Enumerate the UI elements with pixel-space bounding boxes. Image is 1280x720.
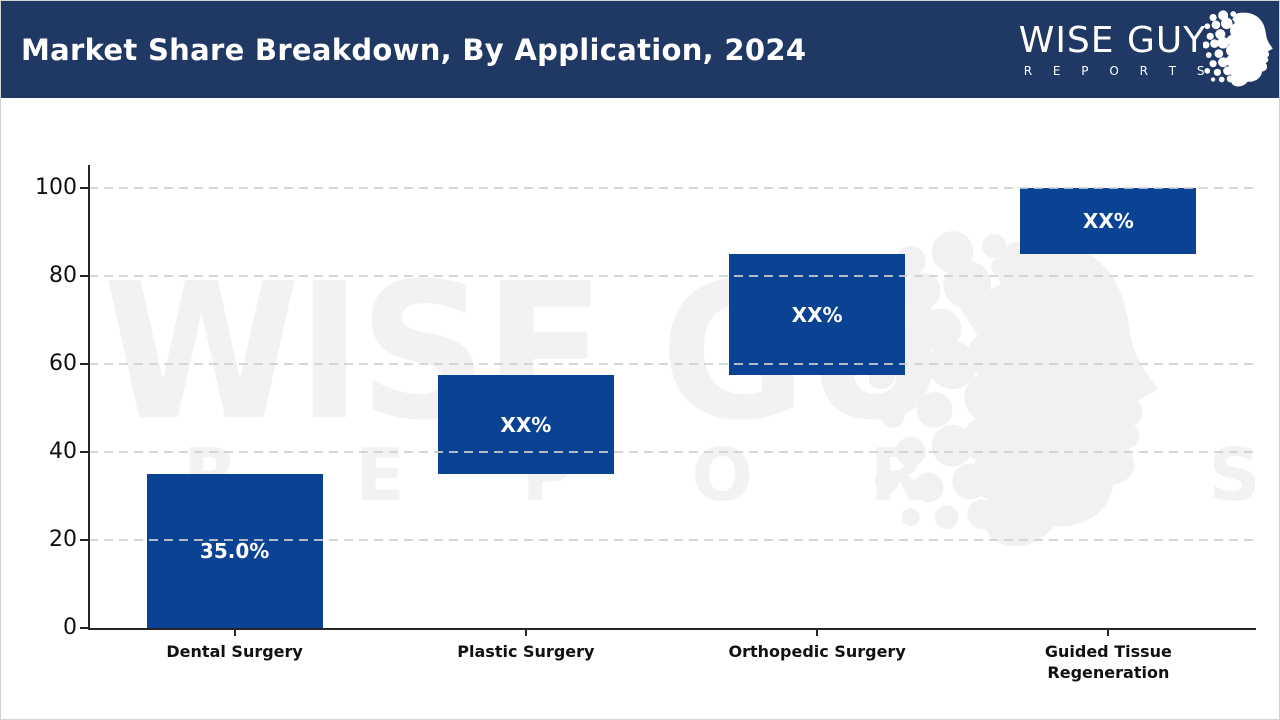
gridline-80 <box>89 275 1254 277</box>
y-tick-label-100: 100 <box>35 175 77 200</box>
x-axis-spine <box>88 628 1256 630</box>
y-tick-mark-0 <box>80 627 88 629</box>
x-tick-mark-2 <box>524 630 527 636</box>
y-tick-mark-80 <box>80 275 88 277</box>
bar-value-label: 35.0% <box>199 539 270 563</box>
watermark-subtext: R E P O R T S <box>183 433 1280 517</box>
x-tick-label-3: Orthopedic Surgery <box>728 642 906 661</box>
logo-subtext: R E P O R T S <box>1023 63 1213 78</box>
x-tick-label-4: Guided Tissue Regeneration <box>1044 642 1172 682</box>
bar-value-label: XX% <box>500 412 552 437</box>
gridline-100 <box>89 187 1254 189</box>
y-tick-label-20: 20 <box>49 527 77 552</box>
y-tick-mark-60 <box>80 363 88 365</box>
y-axis-spine <box>88 165 90 630</box>
y-tick-mark-100 <box>80 187 88 189</box>
y-tick-label-40: 40 <box>49 439 77 464</box>
bar-value-label: XX% <box>791 302 843 327</box>
page-title: Market Share Breakdown, By Application, … <box>21 32 807 67</box>
bar-orthopedic-surgery: XX% <box>729 254 906 375</box>
x-tick-mark-3 <box>816 630 819 636</box>
x-tick-label-2: Plastic Surgery <box>457 642 595 661</box>
header-bar: Market Share Breakdown, By Application, … <box>1 1 1279 98</box>
logo-text: WISE GUY R E P O R T S <box>1018 19 1213 78</box>
logo-wordmark: WISE GUY <box>1018 19 1207 61</box>
gridline-60 <box>89 363 1254 365</box>
y-tick-label-80: 80 <box>49 263 77 288</box>
bar-guided-tissue-regeneration: XX% <box>1020 188 1197 254</box>
x-tick-mark-1 <box>233 630 236 636</box>
gridline-20 <box>89 539 1254 541</box>
wise-guy-logo: WISE GUY R E P O R T S <box>1019 8 1275 92</box>
bar-value-label: XX% <box>1082 209 1134 233</box>
dotted-head-profile-icon <box>1203 10 1273 87</box>
y-tick-label-60: 60 <box>49 351 77 376</box>
x-tick-label-1: Dental Surgery <box>166 642 303 661</box>
x-tick-mark-4 <box>1107 630 1110 636</box>
bar-plastic-surgery: XX% <box>437 375 614 474</box>
y-tick-mark-20 <box>80 539 88 541</box>
y-tick-mark-40 <box>80 451 88 453</box>
y-tick-label-0: 0 <box>63 615 77 640</box>
bar-dental-surgery: 35.0% <box>146 474 323 628</box>
gridline-40 <box>89 451 1254 453</box>
